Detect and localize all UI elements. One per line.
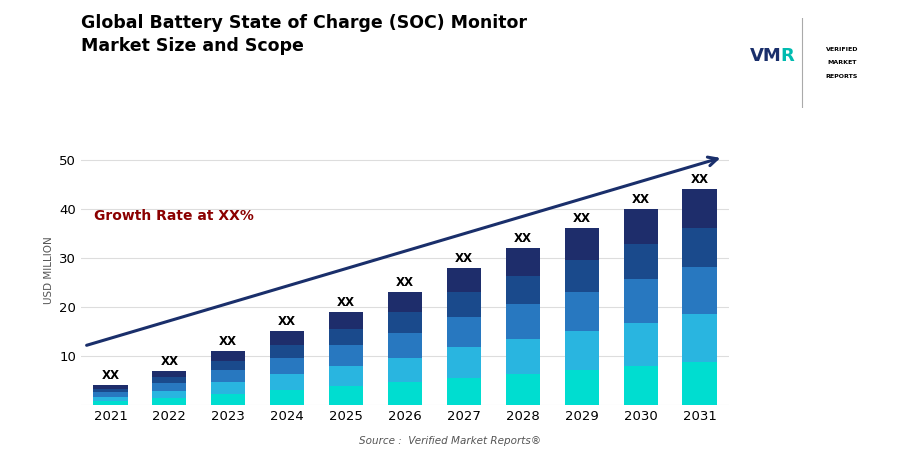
Bar — [152, 383, 186, 391]
Text: MARKET: MARKET — [827, 60, 857, 66]
Text: XX: XX — [572, 212, 590, 225]
Bar — [212, 351, 246, 361]
Text: VM: VM — [750, 47, 781, 65]
Bar — [682, 362, 716, 405]
Bar — [94, 392, 128, 397]
Text: Growth Rate at XX%: Growth Rate at XX% — [94, 209, 254, 223]
Bar — [94, 385, 128, 389]
Bar — [506, 339, 540, 374]
Bar — [329, 312, 364, 328]
Bar — [388, 312, 422, 333]
Bar — [506, 276, 540, 305]
Bar — [94, 401, 128, 405]
Bar — [506, 374, 540, 405]
Text: VERIFIED: VERIFIED — [826, 47, 859, 52]
Bar — [388, 292, 422, 312]
Bar — [388, 382, 422, 405]
Bar — [682, 267, 716, 314]
Bar — [446, 347, 481, 378]
Bar — [564, 292, 598, 331]
Text: XX: XX — [102, 369, 120, 382]
Bar — [329, 387, 364, 405]
Bar — [564, 260, 598, 292]
Bar — [624, 209, 658, 244]
Bar — [624, 366, 658, 405]
Text: XX: XX — [160, 355, 178, 368]
Y-axis label: USD MILLION: USD MILLION — [44, 236, 54, 304]
Bar — [152, 371, 186, 377]
Text: R: R — [780, 47, 794, 65]
Bar — [682, 314, 716, 362]
Bar — [270, 374, 304, 390]
Text: XX: XX — [220, 335, 238, 348]
Bar — [446, 292, 481, 317]
Text: XX: XX — [514, 232, 532, 245]
Bar — [624, 244, 658, 279]
Bar — [94, 389, 128, 392]
Bar — [564, 369, 598, 405]
Bar — [329, 366, 364, 387]
Bar — [624, 323, 658, 366]
Text: REPORTS: REPORTS — [826, 74, 859, 79]
Bar — [94, 397, 128, 401]
Bar — [329, 328, 364, 345]
Text: Source :  Verified Market Reports®: Source : Verified Market Reports® — [359, 436, 541, 446]
Bar — [388, 333, 422, 358]
Bar — [329, 345, 364, 366]
Bar — [446, 378, 481, 405]
Bar — [152, 398, 186, 405]
Text: XX: XX — [690, 173, 708, 186]
Bar — [682, 189, 716, 228]
Bar — [270, 331, 304, 345]
Bar — [212, 382, 246, 394]
Bar — [270, 390, 304, 405]
Bar — [446, 268, 481, 292]
Bar — [446, 317, 481, 347]
Text: XX: XX — [396, 276, 414, 289]
Text: XX: XX — [454, 252, 472, 265]
Text: Global Battery State of Charge (SOC) Monitor
Market Size and Scope: Global Battery State of Charge (SOC) Mon… — [81, 14, 527, 55]
Text: XX: XX — [338, 296, 356, 309]
Bar — [564, 228, 598, 260]
Bar — [564, 331, 598, 369]
Bar — [506, 248, 540, 276]
Bar — [212, 370, 246, 382]
Bar — [212, 361, 246, 370]
Text: XX: XX — [632, 193, 650, 206]
Bar — [624, 279, 658, 323]
Bar — [152, 391, 186, 398]
Bar — [388, 358, 422, 382]
Bar — [152, 377, 186, 383]
Bar — [270, 358, 304, 374]
Bar — [270, 345, 304, 358]
Bar — [506, 305, 540, 339]
Bar — [212, 394, 246, 405]
Bar — [682, 228, 716, 267]
Text: XX: XX — [278, 315, 296, 328]
